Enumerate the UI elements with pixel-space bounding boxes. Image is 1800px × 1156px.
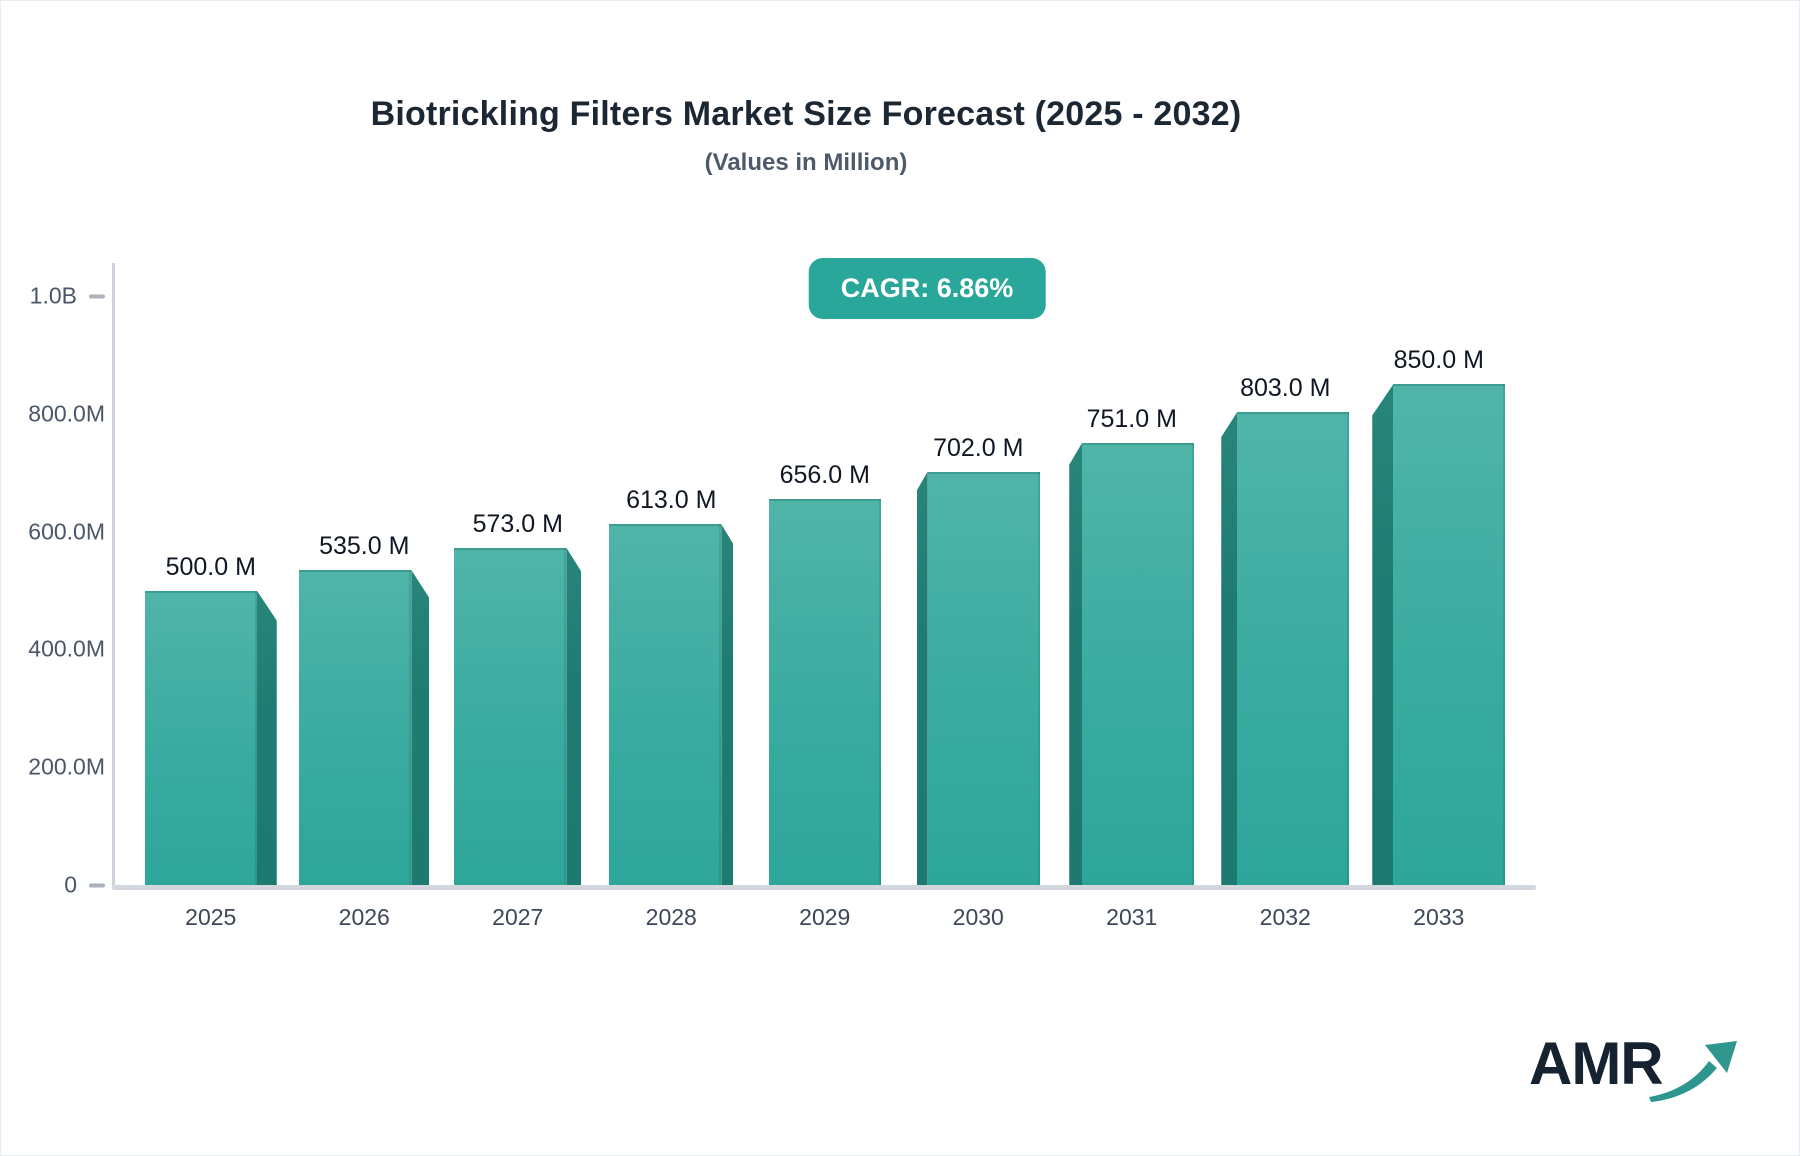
- y-axis-tick-1.0B: 1.0B: [30, 283, 105, 310]
- y-axis-tick-label: 1.0B: [29, 282, 77, 309]
- bar-value-label: 751.0 M: [1086, 404, 1177, 433]
- x-axis-label-2028: 2028: [645, 904, 697, 930]
- bar-2025[interactable]: [144, 590, 277, 885]
- bar-2033[interactable]: [1372, 384, 1506, 885]
- bar-face: [299, 569, 412, 885]
- bar-2031[interactable]: [1069, 442, 1195, 885]
- x-axis-label-2032: 2032: [1259, 904, 1311, 930]
- y-axis-tick-label: 800.0M: [28, 400, 105, 427]
- bar-value-label: 702.0 M: [933, 433, 1024, 462]
- bar-face: [454, 547, 567, 885]
- y-axis-tick-label: 400.0M: [28, 635, 105, 662]
- bar-side-3d: [411, 569, 430, 885]
- amr-logo: AMR: [1529, 1029, 1739, 1119]
- bar-face: [144, 590, 257, 885]
- x-axis-label-2031: 2031: [1106, 904, 1158, 930]
- cagr-badge: CAGR: 6.86%: [808, 258, 1046, 319]
- trend-up-arrow-icon: [1647, 1031, 1739, 1118]
- bar-face: [927, 471, 1040, 885]
- bar-2026[interactable]: [299, 569, 430, 885]
- y-axis-tick-label: 200.0M: [28, 753, 105, 780]
- bar-side-3d: [1372, 384, 1394, 885]
- bar-face: [1237, 412, 1350, 885]
- x-axis-label-2029: 2029: [799, 904, 851, 930]
- bar-side-3d: [916, 471, 928, 885]
- bar-side-3d: [256, 590, 277, 885]
- bar-side-3d: [566, 547, 582, 885]
- bar-value-label: 656.0 M: [779, 460, 870, 489]
- x-axis-baseline: [112, 885, 1536, 890]
- bar-face: [1082, 442, 1195, 885]
- bar-value-label: 803.0 M: [1240, 374, 1331, 403]
- bar-face: [1393, 384, 1506, 885]
- x-axis-label-2026: 2026: [338, 904, 390, 930]
- bar-2028[interactable]: [609, 523, 734, 885]
- y-axis-tick-800.0M: 800.0M: [28, 400, 105, 427]
- bar-value-label: 850.0 M: [1393, 346, 1484, 375]
- x-axis-label-2027: 2027: [492, 904, 544, 930]
- chart-subtitle: (Values in Million): [704, 149, 908, 176]
- x-axis-label-2025: 2025: [185, 904, 237, 930]
- chart-title: Biotrickling Filters Market Size Forecas…: [370, 95, 1242, 133]
- bar-value-label: 535.0 M: [319, 531, 410, 560]
- bar-face: [609, 523, 722, 885]
- y-axis-tick-0: 0: [64, 872, 105, 899]
- y-axis-tick-label: 0: [64, 871, 77, 898]
- bar-2029[interactable]: [768, 498, 881, 885]
- y-axis-tick-400.0M: 400.0M: [28, 636, 105, 663]
- x-axis-label-2030: 2030: [952, 904, 1004, 930]
- y-axis-line: [112, 263, 115, 887]
- y-axis-tick-600.0M: 600.0M: [28, 518, 105, 545]
- bar-value-label: 613.0 M: [626, 485, 717, 514]
- bar-2030[interactable]: [916, 471, 1040, 885]
- bar-value-label: 500.0 M: [165, 552, 256, 581]
- y-axis-tick-label: 600.0M: [28, 518, 105, 545]
- y-axis-tick-dash: [89, 294, 105, 298]
- bar-face: [768, 498, 881, 885]
- x-axis-label-2033: 2033: [1413, 904, 1465, 930]
- bar-2027[interactable]: [454, 547, 582, 885]
- bar-2032[interactable]: [1221, 412, 1350, 885]
- bar-side-3d: [1221, 412, 1238, 885]
- bar-value-label: 573.0 M: [472, 509, 563, 538]
- bar-side-3d: [1069, 442, 1083, 885]
- amr-logo-text: AMR: [1529, 1030, 1664, 1097]
- y-axis-tick-dash: [89, 883, 105, 887]
- bar-side-3d: [721, 523, 734, 885]
- y-axis-tick-200.0M: 200.0M: [28, 754, 105, 781]
